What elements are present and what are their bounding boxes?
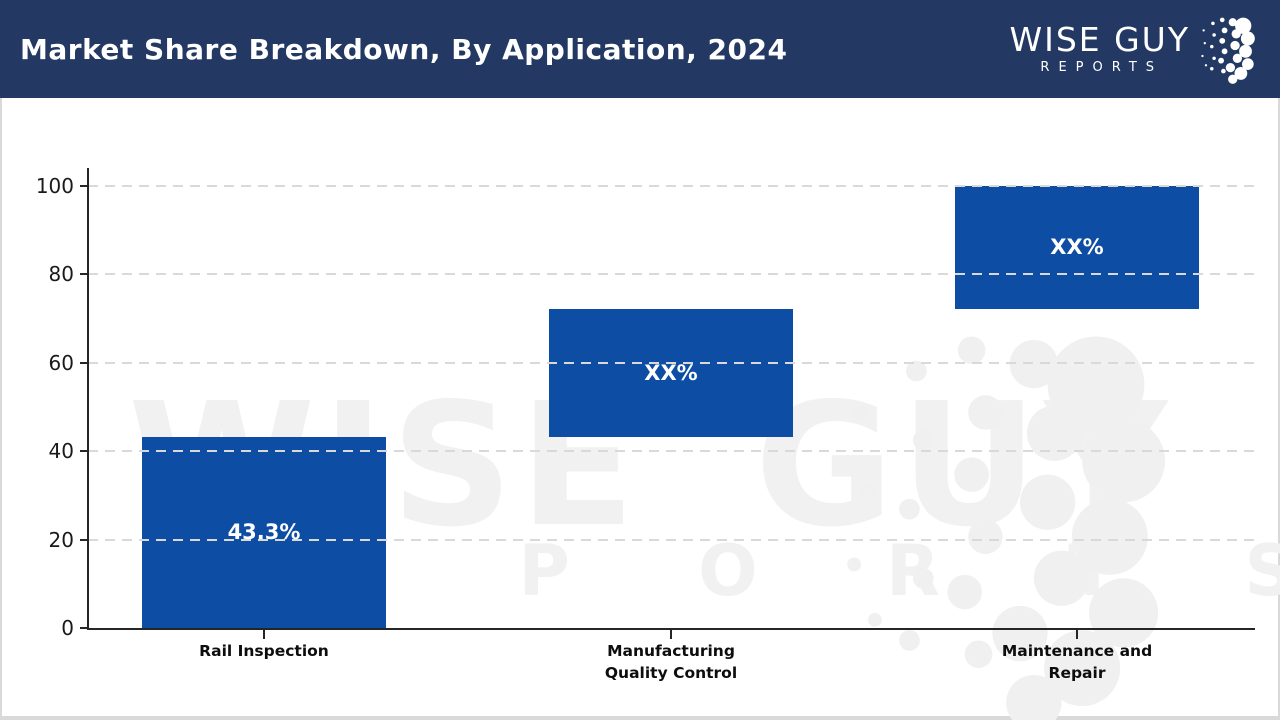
category-label-line: Maintenance and	[1001, 642, 1153, 660]
bar-value-label: XX%	[1050, 235, 1104, 260]
y-tick-label: 80	[48, 262, 74, 287]
gridline	[88, 185, 1255, 187]
bar-segment	[955, 186, 1199, 309]
logo-wordmark: WISE GUY	[1009, 20, 1190, 60]
x-tick-mark	[263, 630, 265, 639]
category-label-line: Manufacturing	[607, 642, 735, 660]
y-tick-mark	[80, 273, 88, 276]
gridline	[88, 273, 1255, 276]
y-tick-mark	[80, 627, 88, 629]
gridline	[88, 538, 1255, 541]
logo-subtitle: REPORTS	[1040, 59, 1164, 75]
brand-logo: WISE GUY REPORTS	[1009, 12, 1256, 86]
y-tick-label: 40	[48, 439, 74, 464]
category-label: Manufacturing Quality Control	[511, 640, 831, 685]
y-tick-label: 20	[48, 527, 74, 552]
gridline	[88, 361, 1255, 364]
category-label: Rail Inspection	[104, 640, 424, 662]
y-axis-line	[87, 168, 89, 630]
bar-segment	[549, 308, 793, 437]
y-tick-label: 60	[48, 350, 74, 375]
y-tick-label: 100	[35, 174, 74, 198]
category-label-line: Rail Inspection	[199, 642, 329, 660]
bar-segment	[142, 436, 386, 628]
category-label: Maintenance and Repair	[917, 640, 1237, 685]
bar-value-label: XX%	[644, 360, 698, 385]
y-tick-mark	[80, 185, 88, 187]
y-tick-mark	[80, 361, 88, 364]
bar-value-label: 43.3%	[227, 520, 301, 545]
brand-logo-text: WISE GUY REPORTS	[1009, 23, 1190, 75]
y-tick-label: 0	[61, 616, 74, 640]
y-tick-mark	[80, 450, 88, 453]
x-tick-mark	[670, 630, 672, 639]
chart-title: Market Share Breakdown, By Application, …	[20, 32, 788, 66]
category-label-line: Repair	[1048, 664, 1106, 683]
category-label-line: Quality Control	[604, 664, 738, 683]
y-tick-mark	[80, 538, 88, 541]
logo-face-icon	[1201, 17, 1255, 84]
header: Market Share Breakdown, By Application, …	[0, 0, 1280, 98]
x-axis-line	[87, 628, 1255, 630]
x-tick-mark	[1076, 630, 1078, 639]
gridline	[88, 450, 1255, 453]
